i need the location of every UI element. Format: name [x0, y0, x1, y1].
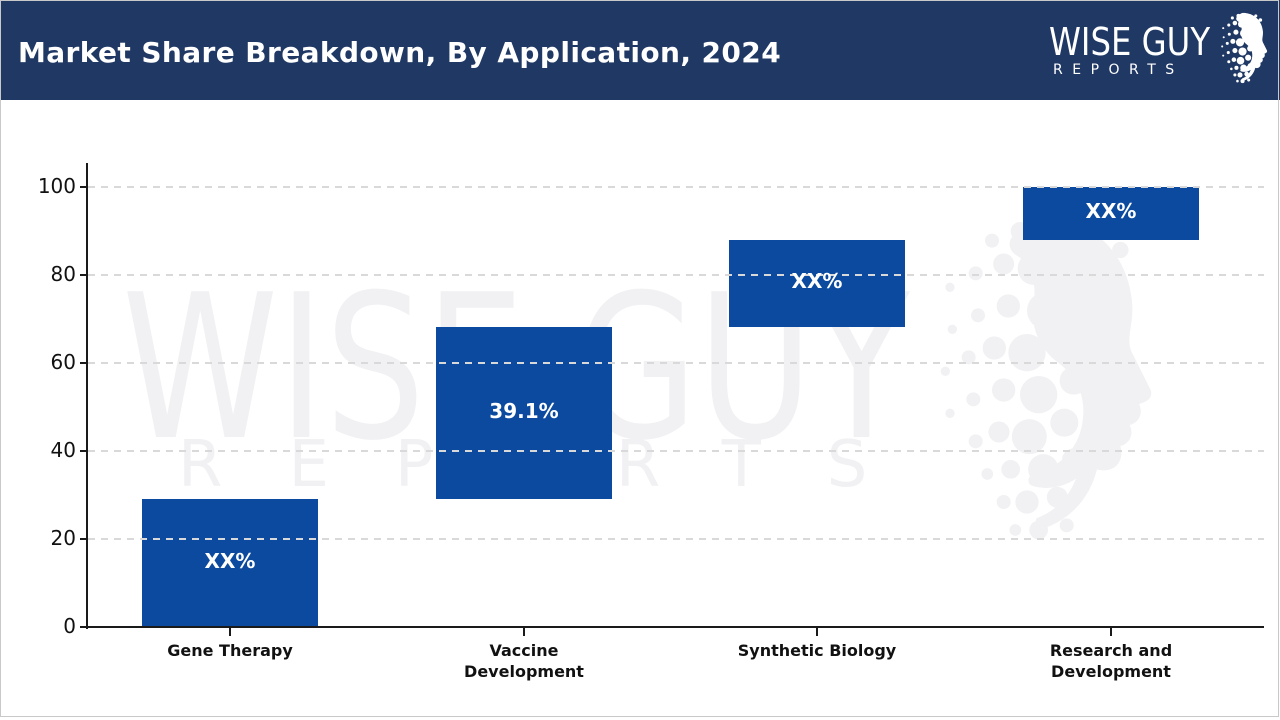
- header-bar: Market Share Breakdown, By Application, …: [0, 0, 1280, 100]
- y-axis-tick-mark: [80, 538, 87, 540]
- x-axis-tick-mark: [523, 628, 525, 636]
- wise-guy-reports-logo: WISE GUY REPORTS: [1018, 0, 1268, 100]
- x-axis-label-line: Development: [464, 662, 584, 681]
- bar-value-label: XX%: [204, 548, 256, 573]
- y-axis-tick-mark: [80, 274, 87, 276]
- y-axis-spine: [86, 163, 88, 629]
- bar-value-label: XX%: [1085, 199, 1137, 224]
- logo-reports-text: REPORTS: [1053, 62, 1184, 78]
- x-axis-label-line: Gene Therapy: [167, 641, 293, 660]
- bar-segment: [142, 498, 318, 627]
- y-axis-tick-label: 80: [50, 262, 76, 286]
- bar-value-label: XX%: [791, 269, 843, 294]
- gridline: [88, 274, 1264, 276]
- x-axis-label-line: Synthetic Biology: [737, 641, 897, 660]
- y-axis-tick-mark: [80, 186, 87, 188]
- logo-head-profile-icon: [1212, 10, 1268, 88]
- y-axis-tick-mark: [80, 450, 87, 452]
- x-axis-label-line: Development: [1051, 662, 1171, 681]
- y-axis-tick-label: 0: [63, 614, 76, 638]
- x-axis-category-label: Vaccine Development: [394, 640, 654, 682]
- y-axis-tick-label: 40: [50, 438, 76, 462]
- x-axis-category-label: Synthetic Biology: [687, 640, 947, 661]
- gridline: [88, 450, 1264, 452]
- x-axis-tick-mark: [229, 628, 231, 636]
- chart-title: Market Share Breakdown, By Application, …: [18, 36, 782, 69]
- x-axis-category-label: Research and Development: [981, 640, 1241, 682]
- bar-segment: [436, 326, 612, 499]
- x-axis-tick-mark: [816, 628, 818, 636]
- y-axis-tick-mark: [80, 362, 87, 364]
- gridline: [88, 186, 1264, 188]
- logo-brand-text: WISE GUY: [1049, 20, 1211, 64]
- y-axis-tick-label: 100: [37, 174, 76, 198]
- x-axis-spine: [86, 626, 1264, 628]
- gridline: [88, 362, 1264, 364]
- y-axis-tick-mark: [80, 626, 87, 628]
- x-axis-label-line: Research and: [1049, 641, 1173, 660]
- gridline: [88, 538, 1264, 540]
- bar-value-label: 39.1%: [489, 398, 559, 423]
- y-axis-tick-label: 20: [50, 526, 76, 550]
- bar-segment: [729, 239, 905, 327]
- x-axis-label-line: Vaccine: [489, 641, 559, 660]
- x-axis-category-label: Gene Therapy: [100, 640, 360, 661]
- y-axis-tick-label: 60: [50, 350, 76, 374]
- x-axis-tick-mark: [1110, 628, 1112, 636]
